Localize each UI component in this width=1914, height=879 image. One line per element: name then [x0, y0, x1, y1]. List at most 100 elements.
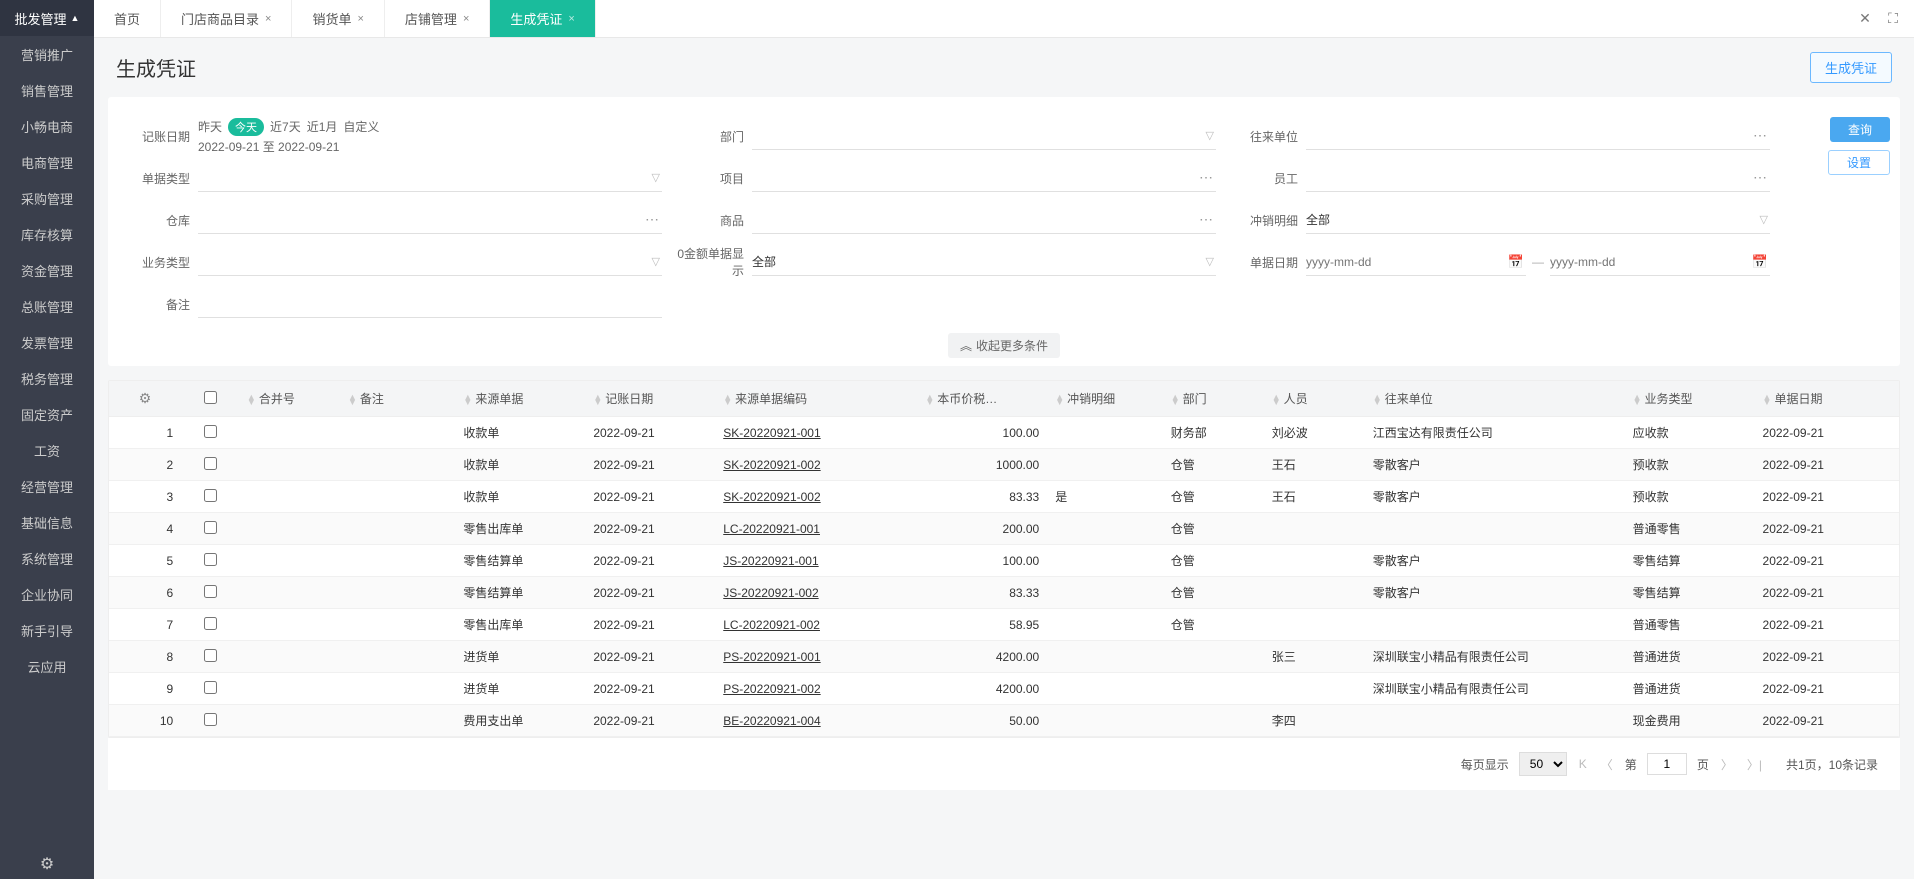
date-quick-option[interactable]: 昨天 [198, 118, 222, 135]
tab[interactable]: 门店商品目录× [161, 0, 292, 37]
source-code-link[interactable]: BE-20220921-004 [723, 714, 820, 728]
offset-select[interactable]: 全部▽ [1306, 206, 1770, 234]
sidebar-item[interactable]: 电商管理 [0, 144, 94, 180]
tab[interactable]: 生成凭证× [490, 0, 595, 37]
source-code-link[interactable]: PS-20220921-002 [723, 682, 820, 696]
prev-page-button[interactable]: 〈 [1599, 756, 1615, 773]
source-code-link[interactable]: JS-20220921-002 [723, 586, 818, 600]
table-header[interactable]: ▲▼来源单据 [455, 381, 585, 417]
fullscreen-icon[interactable]: ⛶ [1884, 10, 1902, 28]
row-checkbox[interactable] [204, 649, 217, 662]
table-row[interactable]: 10费用支出单2022-09-21BE-20220921-00450.00李四现… [109, 705, 1899, 737]
table-header[interactable] [181, 381, 239, 417]
date-quick-option[interactable]: 近1月 [307, 118, 338, 135]
warehouse-select[interactable]: ⋯ [198, 206, 662, 234]
biz-type-select[interactable]: ▽ [198, 248, 662, 276]
table-header[interactable]: ▲▼备注 [340, 381, 455, 417]
sidebar-item[interactable]: 固定资产 [0, 396, 94, 432]
employee-select[interactable]: ⋯ [1306, 164, 1770, 192]
tab[interactable]: 店铺管理× [385, 0, 490, 37]
project-select[interactable]: ⋯ [752, 164, 1216, 192]
sidebar-item[interactable]: 总账管理 [0, 288, 94, 324]
sidebar-item[interactable]: 基础信息 [0, 504, 94, 540]
table-row[interactable]: 7零售出库单2022-09-21LC-20220921-00258.95仓管普通… [109, 609, 1899, 641]
doc-type-select[interactable]: ▽ [198, 164, 662, 192]
row-checkbox[interactable] [204, 553, 217, 566]
close-icon[interactable]: × [463, 13, 469, 25]
goods-select[interactable]: ⋯ [752, 206, 1216, 234]
close-icon[interactable]: × [568, 13, 574, 25]
table-header[interactable]: ▲▼往来单位 [1365, 381, 1625, 417]
sidebar-item[interactable]: 小畅电商 [0, 108, 94, 144]
table-header[interactable]: ▲▼本币价税… [917, 381, 1047, 417]
row-checkbox[interactable] [204, 617, 217, 630]
collapse-filters-button[interactable]: ︽ 收起更多条件 [948, 333, 1060, 358]
close-icon[interactable]: × [265, 13, 271, 25]
row-checkbox[interactable] [204, 521, 217, 534]
row-checkbox[interactable] [204, 457, 217, 470]
per-page-select[interactable]: 50 [1519, 752, 1567, 776]
table-header[interactable]: ▲▼合并号 [239, 381, 340, 417]
first-page-button[interactable]: K [1577, 757, 1589, 771]
table-row[interactable]: 5零售结算单2022-09-21JS-20220921-001100.00仓管零… [109, 545, 1899, 577]
date-quick-option[interactable]: 近7天 [270, 118, 301, 135]
source-code-link[interactable]: LC-20220921-002 [723, 618, 820, 632]
doc-date-from[interactable]: 📅 [1306, 248, 1526, 276]
sidebar-item[interactable]: 企业协同 [0, 576, 94, 612]
sidebar-item[interactable]: 资金管理 [0, 252, 94, 288]
page-input[interactable] [1647, 753, 1687, 775]
table-row[interactable]: 9进货单2022-09-21PS-20220921-0024200.00深圳联宝… [109, 673, 1899, 705]
sidebar-item[interactable]: 云应用 [0, 648, 94, 684]
row-checkbox[interactable] [204, 713, 217, 726]
table-row[interactable]: 8进货单2022-09-21PS-20220921-0014200.00张三深圳… [109, 641, 1899, 673]
tab[interactable]: 首页 [94, 0, 161, 37]
doc-date-to[interactable]: 📅 [1550, 248, 1770, 276]
zero-amount-select[interactable]: 全部▽ [752, 248, 1216, 276]
close-icon[interactable]: × [357, 13, 363, 25]
sidebar-item[interactable]: 销售管理 [0, 72, 94, 108]
sidebar-item[interactable]: 库存核算 [0, 216, 94, 252]
tab[interactable]: 销货单× [292, 0, 384, 37]
sidebar-item[interactable]: 经营管理 [0, 468, 94, 504]
table-row[interactable]: 6零售结算单2022-09-21JS-20220921-00283.33仓管零散… [109, 577, 1899, 609]
settings-icon[interactable]: ⚙ [0, 849, 94, 879]
source-code-link[interactable]: PS-20220921-001 [723, 650, 820, 664]
sidebar-item[interactable]: 税务管理 [0, 360, 94, 396]
last-page-button[interactable]: 〉| [1745, 756, 1764, 773]
table-header[interactable]: ▲▼业务类型 [1625, 381, 1755, 417]
table-row[interactable]: 2收款单2022-09-21SK-20220921-0021000.00仓管王石… [109, 449, 1899, 481]
config-button[interactable]: 设置 [1828, 150, 1890, 175]
query-button[interactable]: 查询 [1830, 117, 1890, 142]
sidebar-item[interactable]: 发票管理 [0, 324, 94, 360]
source-code-link[interactable]: LC-20220921-001 [723, 522, 820, 536]
sidebar-item[interactable]: 系统管理 [0, 540, 94, 576]
table-header[interactable]: ▲▼冲销明细 [1047, 381, 1162, 417]
table-header[interactable]: ⚙ [109, 381, 181, 417]
source-code-link[interactable]: SK-20220921-002 [723, 490, 820, 504]
table-header[interactable]: ▲▼单据日期 [1755, 381, 1899, 417]
table-header[interactable]: ▲▼部门 [1163, 381, 1264, 417]
source-code-link[interactable]: JS-20220921-001 [723, 554, 818, 568]
gear-icon[interactable]: ⚙ [139, 390, 152, 406]
sidebar-item[interactable]: 营销推广 [0, 36, 94, 72]
table-header[interactable]: ▲▼来源单据编码 [715, 381, 917, 417]
row-checkbox[interactable] [204, 681, 217, 694]
date-quick-option[interactable]: 今天 [228, 118, 264, 136]
remark-input[interactable] [198, 290, 662, 318]
generate-voucher-button[interactable]: 生成凭证 [1810, 52, 1892, 83]
table-header[interactable]: ▲▼人员 [1264, 381, 1365, 417]
close-all-icon[interactable]: ✕ [1856, 10, 1874, 28]
table-row[interactable]: 3收款单2022-09-21SK-20220921-00283.33是仓管王石零… [109, 481, 1899, 513]
source-code-link[interactable]: SK-20220921-001 [723, 426, 820, 440]
sidebar-item[interactable]: 新手引导 [0, 612, 94, 648]
row-checkbox[interactable] [204, 585, 217, 598]
next-page-button[interactable]: 〉 [1719, 756, 1735, 773]
row-checkbox[interactable] [204, 425, 217, 438]
table-header[interactable]: ▲▼记账日期 [585, 381, 715, 417]
table-row[interactable]: 1收款单2022-09-21SK-20220921-001100.00财务部刘必… [109, 417, 1899, 449]
sidebar-item[interactable]: 采购管理 [0, 180, 94, 216]
sidebar-head[interactable]: 批发管理 ▲ [0, 0, 94, 36]
partner-select[interactable]: ⋯ [1306, 122, 1770, 150]
dept-select[interactable]: ▽ [752, 122, 1216, 150]
sidebar-item[interactable]: 工资 [0, 432, 94, 468]
